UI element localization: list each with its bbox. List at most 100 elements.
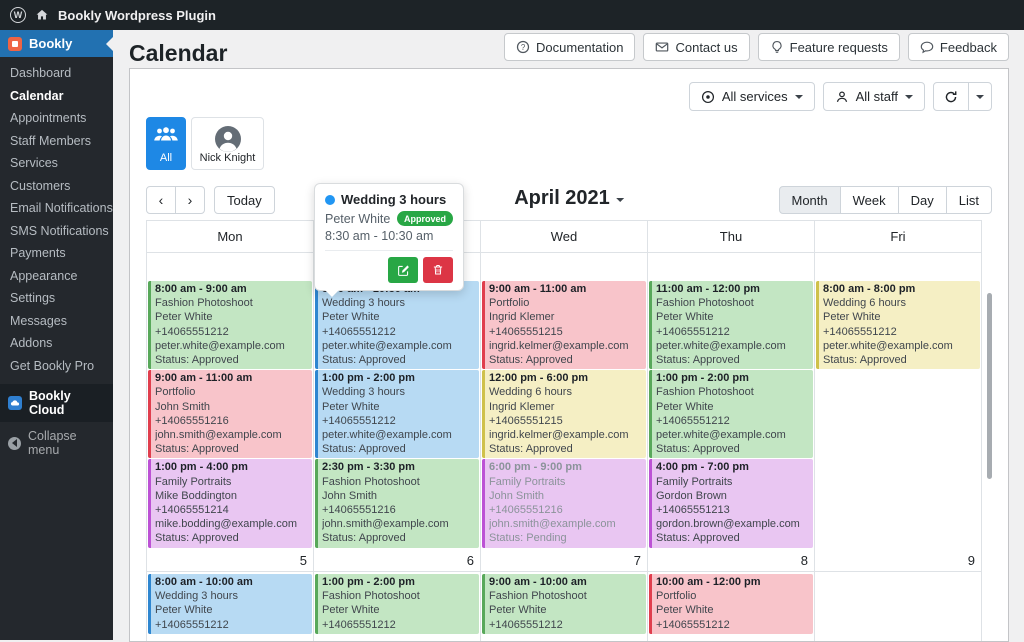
appointment-block[interactable]: 11:00 am - 12:00 pm Fashion Photoshoot Pet… bbox=[649, 281, 813, 370]
appointment-block[interactable]: 9:00 am - 10:00 am Fashion Photoshoot Pete… bbox=[482, 574, 646, 634]
event-email: gordon.brown@example.com bbox=[656, 518, 800, 531]
feedback-button[interactable]: Feedback bbox=[907, 33, 1009, 61]
sidebar-item-appearance[interactable]: Appearance bbox=[10, 268, 78, 283]
staff-tab-all[interactable]: All bbox=[146, 117, 186, 170]
event-email: peter.white@example.com bbox=[322, 339, 452, 352]
day-cell[interactable]: 8:00 am - 10:00 am Wedding 3 hours Peter W… bbox=[147, 572, 314, 641]
appointment-block[interactable]: 4:00 pm - 7:00 pm Family Portraits Gordon … bbox=[649, 459, 813, 548]
event-email: john.smith@example.com bbox=[489, 518, 616, 531]
event-customer: Peter White bbox=[322, 311, 380, 324]
staff-tab-name-label: Nick Knight bbox=[199, 152, 256, 164]
all-staff-dropdown[interactable]: All staff bbox=[822, 82, 925, 111]
event-status: Status: Approved bbox=[322, 354, 406, 367]
sidebar-item-bookly[interactable]: Bookly bbox=[0, 30, 113, 57]
event-customer: Peter White bbox=[322, 400, 380, 413]
sidebar-item-staff-members[interactable]: Staff Members bbox=[10, 133, 92, 148]
status-badge: Approved bbox=[396, 211, 453, 226]
sidebar-item-services[interactable]: Services bbox=[10, 156, 58, 170]
wordpress-logo-icon[interactable]: W bbox=[10, 7, 26, 23]
bookly-cloud-label: Bookly Cloud bbox=[29, 389, 71, 417]
sidebar-item-email-notifications[interactable]: Email Notifications bbox=[10, 201, 113, 215]
edit-appointment-button[interactable] bbox=[388, 257, 418, 283]
event-phone: +14065551216 bbox=[322, 504, 396, 517]
feature-requests-button[interactable]: Feature requests bbox=[757, 33, 900, 61]
event-email: ingrid.kelmer@example.com bbox=[489, 339, 629, 352]
sidebar-item-customers[interactable]: Customers bbox=[10, 178, 71, 193]
day-cell[interactable]: 9:00 am - 11:00 am Portfolio Ingrid Klemer… bbox=[481, 253, 648, 571]
sidebar-item-dashboard[interactable]: Dashboard bbox=[10, 66, 72, 80]
pencil-icon bbox=[397, 265, 409, 276]
sidebar-item-payments[interactable]: Payments bbox=[10, 246, 66, 260]
next-button[interactable]: › bbox=[175, 186, 205, 214]
contact-us-button[interactable]: Contact us bbox=[643, 33, 750, 61]
event-phone: +14065551212 bbox=[656, 618, 730, 631]
appointment-block[interactable]: 8:00 am - 10:00 am Wedding 3 hours Peter W… bbox=[148, 574, 312, 634]
appointment-block[interactable]: 2:30 pm - 3:30 pm Fashion Photoshoot John … bbox=[315, 459, 479, 548]
appointment-block[interactable]: 9:00 am - 11:00 am Portfolio John Smith +14… bbox=[148, 370, 312, 459]
sidebar-item-calendar[interactable]: Calendar bbox=[10, 88, 64, 103]
view-button-week[interactable]: Week bbox=[839, 186, 899, 214]
home-icon[interactable] bbox=[35, 8, 49, 22]
appointment-block[interactable]: 9:00 am - 11:00 am Portfolio Ingrid Klemer… bbox=[482, 281, 646, 370]
sidebar-item-sms-notifications[interactable]: SMS Notifications bbox=[10, 223, 109, 238]
avatar bbox=[214, 126, 241, 152]
view-button-day[interactable]: Day bbox=[897, 186, 947, 214]
view-button-month[interactable]: Month bbox=[778, 186, 841, 214]
appointment-block[interactable]: 1:00 pm - 2:00 pm Fashion Photoshoot Peter… bbox=[315, 574, 479, 634]
event-status: Status: Approved bbox=[656, 354, 740, 367]
refresh-options-button[interactable] bbox=[968, 82, 992, 111]
staff-tabs: All Nick Knight bbox=[146, 117, 264, 170]
all-services-dropdown[interactable]: All services bbox=[688, 82, 815, 111]
event-service: Wedding 6 hours bbox=[823, 297, 906, 310]
collapse-menu-button[interactable]: Collapse menu bbox=[0, 422, 113, 464]
appointment-block[interactable]: 10:00 am - 12:00 pm Portfolio Peter White +… bbox=[649, 574, 813, 634]
appointment-block[interactable]: 12:00 pm - 6:00 pm Wedding 6 hours Ingrid … bbox=[482, 370, 646, 459]
delete-appointment-button[interactable] bbox=[423, 257, 453, 283]
sidebar-item-get-bookly-pro[interactable]: Get Bookly Pro bbox=[10, 358, 95, 373]
event-email: mike.bodding@example.com bbox=[155, 518, 298, 531]
appointment-block[interactable]: 8:00 am - 8:00 pm Wedding 6 hours Peter Wh… bbox=[816, 281, 980, 370]
vertical-scrollbar[interactable] bbox=[987, 293, 992, 479]
event-email: ingrid.kelmer@example.com bbox=[489, 429, 629, 442]
staff-tab-nick-knight[interactable]: Nick Knight bbox=[191, 117, 264, 170]
event-service: Wedding 3 hours bbox=[322, 386, 405, 399]
event-service: Fashion Photoshoot bbox=[322, 590, 420, 603]
day-cell[interactable]: 1:00 pm - 2:00 pm Fashion Photoshoot Peter… bbox=[314, 572, 481, 641]
day-cell[interactable]: 8:00 am - 9:00 am Fashion Photoshoot Peter… bbox=[147, 253, 314, 571]
appointment-block[interactable]: 8:00 am - 9:00 am Fashion Photoshoot Peter… bbox=[148, 281, 312, 370]
contact-us-label: Contact us bbox=[675, 39, 738, 55]
sidebar-item-bookly-cloud[interactable]: Bookly Cloud bbox=[0, 384, 113, 422]
event-customer: Ingrid Klemer bbox=[489, 311, 555, 324]
view-button-list[interactable]: List bbox=[945, 186, 992, 214]
today-button[interactable]: Today bbox=[214, 186, 275, 214]
day-cell[interactable]: 9:00 am - 10:00 am Fashion Photoshoot Pete… bbox=[481, 572, 648, 641]
sidebar-item-appointments[interactable]: Appointments bbox=[10, 111, 87, 125]
popover-time-range: 8:30 am - 10:30 am bbox=[325, 229, 434, 243]
appointment-block[interactable]: 1:00 pm - 2:00 pm Wedding 3 hours Peter Wh… bbox=[315, 370, 479, 459]
sidebar-item-settings[interactable]: Settings bbox=[10, 291, 56, 305]
day-cell[interactable]: 8:00 am - 8:00 pm Wedding 6 hours Peter Wh… bbox=[815, 253, 981, 571]
event-time: 8:00 am - 8:00 pm bbox=[823, 283, 916, 295]
prev-button[interactable]: ‹ bbox=[146, 186, 176, 214]
event-service: Portfolio bbox=[656, 590, 697, 603]
event-status: Status: Approved bbox=[155, 354, 239, 367]
popover-service-name: Wedding 3 hours bbox=[341, 192, 447, 207]
day-cell[interactable] bbox=[815, 572, 981, 641]
documentation-button[interactable]: ? Documentation bbox=[504, 33, 636, 61]
event-status: Status: Approved bbox=[322, 443, 406, 456]
appointment-block[interactable]: 1:00 pm - 4:00 pm Family Portraits Mike Bo… bbox=[148, 459, 312, 548]
day-header-fri: Fri bbox=[890, 229, 906, 244]
day-cell[interactable]: 10:00 am - 12:00 pm Portfolio Peter White +… bbox=[648, 572, 815, 641]
refresh-button[interactable] bbox=[933, 82, 969, 111]
site-name[interactable]: Bookly Wordpress Plugin bbox=[58, 7, 216, 23]
sidebar-item-messages[interactable]: Messages bbox=[10, 313, 67, 328]
calendar-grid-body: 8:00 am - 9:00 am Fashion Photoshoot Peter… bbox=[147, 253, 981, 641]
event-customer: Peter White bbox=[489, 604, 547, 617]
day-cell[interactable]: 11:00 am - 12:00 pm Fashion Photoshoot Pet… bbox=[648, 253, 815, 571]
appointment-block[interactable]: 6:00 pm - 9:00 pm Family Portraits John Sm… bbox=[482, 459, 646, 548]
appointment-block[interactable]: 1:00 pm - 2:00 pm Fashion Photoshoot Peter… bbox=[649, 370, 813, 459]
sidebar-item-addons[interactable]: Addons bbox=[10, 336, 53, 350]
month-title-dropdown[interactable]: April 2021 bbox=[514, 187, 624, 210]
